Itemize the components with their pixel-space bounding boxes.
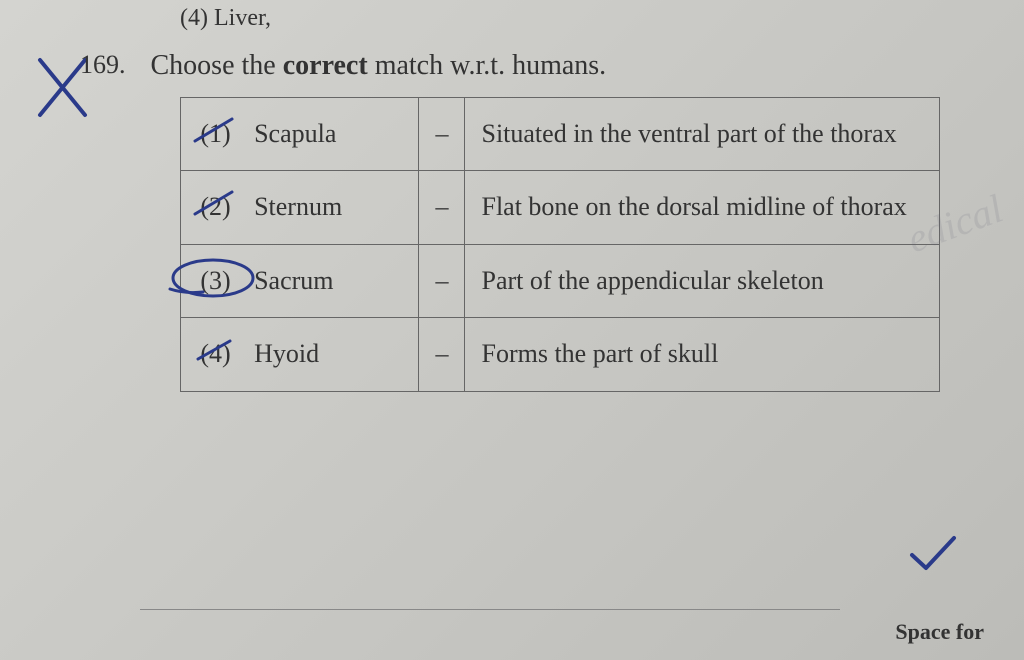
description-cell: Flat bone on the dorsal midline of thora…	[465, 171, 940, 244]
option-number-cell: (4)	[181, 318, 251, 391]
dash-cell: –	[419, 171, 465, 244]
question-header: 169. Choose the correct match w.r.t. hum…	[40, 50, 984, 82]
description-cell: Forms the part of skull	[465, 318, 940, 391]
table-row: (2) Sternum – Flat bone on the dorsal mi…	[181, 171, 940, 244]
question-text: Choose the correct match w.r.t. humans.	[151, 50, 607, 82]
exam-page: (4) Liver, 169. Choose the correct match…	[0, 0, 1024, 660]
term-cell: Scapula	[250, 98, 419, 171]
option-number: (4)	[200, 339, 230, 368]
term-cell: Sacrum	[250, 244, 419, 317]
dash-cell: –	[419, 318, 465, 391]
previous-question-fragment: (4) Liver,	[180, 5, 271, 32]
tick-mark-icon	[904, 530, 964, 580]
footer-text: Space for	[895, 619, 984, 645]
description-cell: Part of the appendicular skeleton	[465, 244, 940, 317]
question-number: 169.	[80, 50, 126, 80]
divider-line	[140, 609, 840, 610]
option-number: (1)	[200, 119, 230, 148]
question-bold-word: correct	[283, 50, 368, 81]
table-row: (4) Hyoid – Forms the part of skull	[181, 318, 940, 391]
description-cell: Situated in the ventral part of the thor…	[465, 98, 940, 171]
option-number: (2)	[200, 192, 230, 221]
dash-cell: –	[419, 244, 465, 317]
term-cell: Sternum	[250, 171, 419, 244]
option-number: (3)	[200, 266, 230, 295]
table-row: (1) Scapula – Situated in the ventral pa…	[181, 98, 940, 171]
question-prefix: Choose the	[151, 50, 283, 81]
question-suffix: match w.r.t. humans.	[368, 50, 606, 81]
options-table: (1) Scapula – Situated in the ventral pa…	[180, 97, 940, 392]
option-number-cell: (2)	[181, 171, 251, 244]
option-number-cell: (1)	[181, 98, 251, 171]
table-row: (3) Sacrum – Part of the appendicular sk…	[181, 244, 940, 317]
options-table-container: (1) Scapula – Situated in the ventral pa…	[180, 97, 984, 392]
term-cell: Hyoid	[250, 318, 419, 391]
option-number-cell: (3)	[181, 244, 251, 317]
dash-cell: –	[419, 98, 465, 171]
